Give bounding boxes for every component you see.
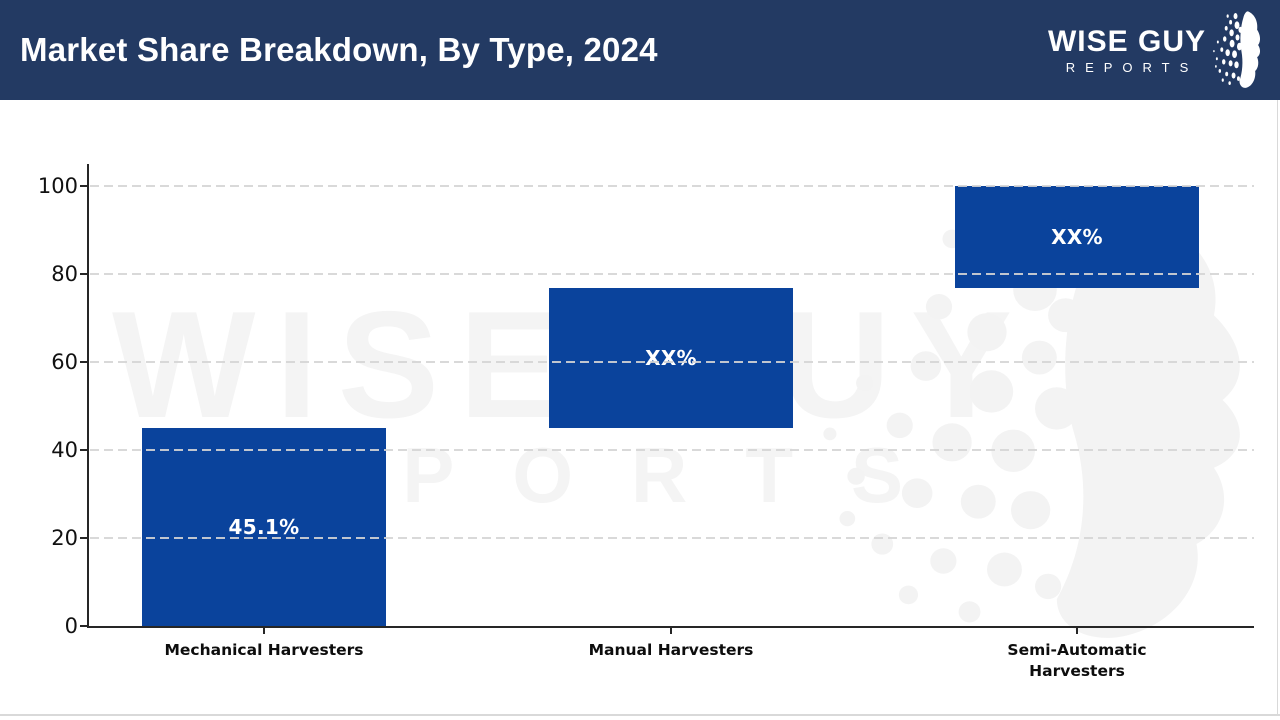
y-tick-label: 0 — [64, 614, 78, 638]
chart-title: Market Share Breakdown, By Type, 2024 — [20, 31, 658, 68]
x-tick — [263, 628, 265, 634]
y-tick — [80, 449, 88, 451]
y-tick — [80, 185, 88, 187]
gridline-20 — [90, 537, 1254, 539]
logo-face-dots-icon — [1210, 10, 1264, 90]
y-tick — [80, 361, 88, 363]
x-axis-line — [87, 626, 1254, 628]
y-tick-label: 80 — [51, 262, 78, 286]
logo-subtitle: REPORTS — [1065, 59, 1199, 75]
y-tick-label: 40 — [51, 438, 78, 462]
header-bar: Market Share Breakdown, By Type, 2024 WI… — [0, 0, 1280, 100]
bar-value-label: XX% — [645, 345, 697, 370]
logo-wordmark: WISE GUY — [1047, 24, 1206, 58]
x-axis-category-label: Manual Harvesters — [588, 641, 754, 659]
gridline-40 — [90, 449, 1254, 451]
bar-value-label: XX% — [1051, 224, 1103, 249]
page-bottom-border — [0, 714, 1280, 716]
bar-value-label: 45.1% — [228, 514, 300, 539]
x-axis-category-label: Mechanical Harvesters — [164, 641, 364, 659]
y-tick — [80, 273, 88, 275]
bar-1: 45.1% — [142, 427, 386, 626]
x-tick — [1076, 628, 1078, 634]
y-tick-label: 100 — [37, 174, 78, 198]
gridline-60 — [90, 361, 1254, 363]
y-tick-label: 20 — [51, 526, 78, 550]
bar-2: XX% — [549, 287, 793, 428]
y-tick — [80, 625, 88, 627]
x-axis-category-label: Semi-Automatic Harvesters — [1007, 641, 1147, 680]
y-axis-line — [87, 164, 89, 628]
gridline-80 — [90, 273, 1254, 275]
x-tick — [670, 628, 672, 634]
gridline-100 — [90, 185, 1254, 187]
y-tick-label: 60 — [51, 350, 78, 374]
wise-guy-reports-logo: WISE GUY REPORTS — [1048, 10, 1264, 90]
y-tick — [80, 537, 88, 539]
page-right-border — [1277, 100, 1278, 716]
